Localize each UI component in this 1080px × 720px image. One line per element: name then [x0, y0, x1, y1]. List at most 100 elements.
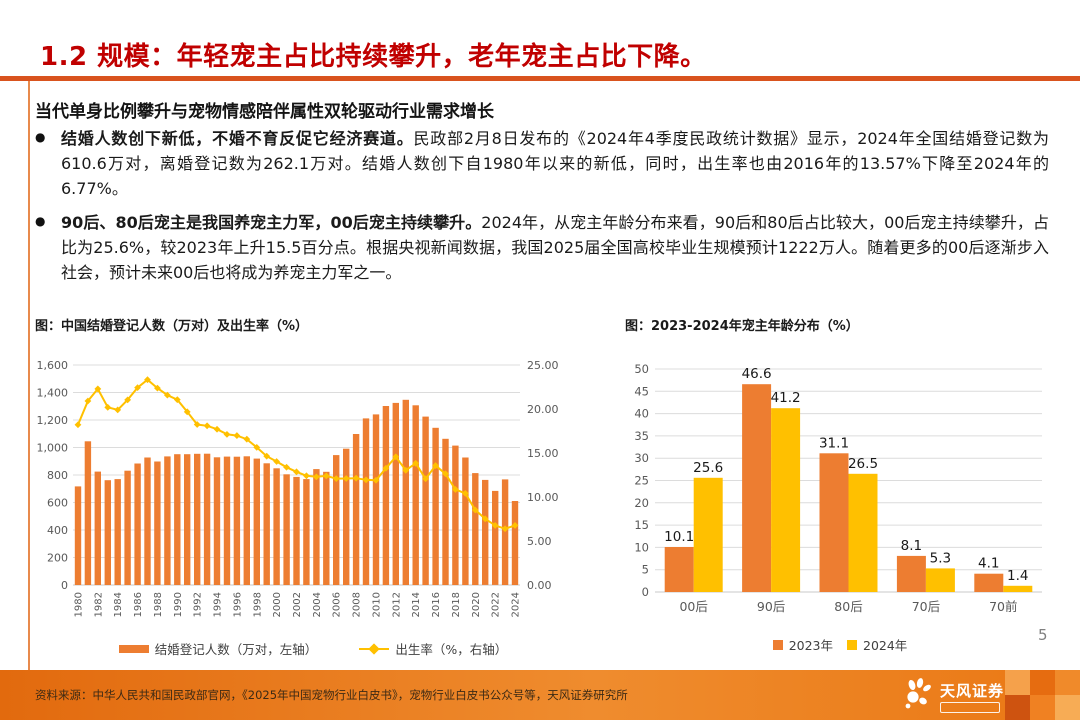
source-text: 资料来源：中华人民共和国民政部官网，《2025年中国宠物行业白皮书》，宠物行业白…: [35, 688, 628, 702]
svg-text:25.00: 25.00: [527, 359, 559, 372]
svg-text:1992: 1992: [193, 592, 204, 617]
svg-text:5.00: 5.00: [527, 535, 552, 548]
svg-text:10.00: 10.00: [527, 491, 559, 504]
bullet-marker-icon: ●: [35, 130, 46, 144]
svg-text:1,000: 1,000: [37, 442, 69, 455]
bullet-text: 90后、80后宠主是我国养宠主力军，00后宠主持续攀升。2024年，从宠主年龄分…: [61, 210, 1049, 285]
footer-mosaic: [1005, 670, 1080, 720]
svg-text:200: 200: [47, 552, 68, 565]
svg-text:2016: 2016: [431, 592, 442, 617]
svg-text:00后: 00后: [679, 599, 707, 614]
y-axis-right-labels: 25.00 20.00 15.00 10.00 5.00 0.00: [527, 359, 559, 592]
svg-text:1986: 1986: [133, 592, 144, 617]
svg-text:1,400: 1,400: [37, 387, 69, 400]
chart-canvas: 5045403530252015105010.125.600后46.641.29…: [634, 362, 1042, 614]
svg-text:80后: 80后: [834, 599, 862, 614]
svg-text:5.3: 5.3: [930, 550, 951, 566]
svg-text:26.5: 26.5: [848, 456, 878, 472]
subheading: 当代单身比例攀升与宠物情感陪伴属性双轮驱动行业需求增长: [35, 102, 494, 122]
svg-text:1980: 1980: [74, 592, 85, 617]
svg-text:25.6: 25.6: [693, 460, 723, 476]
logo-text: 天风证券: [940, 682, 1005, 700]
svg-text:4.1: 4.1: [978, 556, 999, 572]
bullet-lead: 结婚人数创下新低，不婚不育反促它经济赛道。: [61, 129, 414, 148]
svg-text:2000: 2000: [272, 592, 283, 617]
bar-swatch-icon: [118, 644, 149, 653]
legend-label: 结婚登记人数（万对，左轴）: [154, 642, 318, 657]
svg-text:10.1: 10.1: [664, 529, 694, 545]
svg-text:10: 10: [634, 540, 649, 554]
accent-vline: [28, 81, 30, 670]
legend-item: 出生率（%，右轴）: [359, 639, 507, 658]
svg-text:35: 35: [634, 429, 649, 443]
mosaic-square: [1005, 670, 1030, 695]
tianfeng-logo: 天风证券: [903, 677, 1004, 713]
svg-text:1,200: 1,200: [37, 414, 69, 427]
chart-title: 图：2023-2024年宠主年龄分布（%）: [625, 319, 859, 334]
svg-text:1998: 1998: [252, 592, 263, 617]
bullet-lead: 90后、80后宠主是我国养宠主力军，00后宠主持续攀升。: [61, 213, 482, 232]
svg-text:15: 15: [634, 518, 649, 532]
bullet-marker-icon: ●: [35, 214, 46, 228]
svg-text:70前: 70前: [989, 599, 1017, 614]
legend-item: 2023年: [772, 635, 833, 654]
flower-icon: [905, 678, 931, 709]
bullet-item: ● 90后、80后宠主是我国养宠主力军，00后宠主持续攀升。2024年，从宠主年…: [35, 210, 1049, 285]
svg-text:25: 25: [634, 474, 649, 488]
svg-text:20: 20: [634, 496, 649, 510]
svg-text:41.2: 41.2: [771, 390, 801, 406]
svg-text:0: 0: [642, 585, 649, 599]
svg-text:1994: 1994: [213, 592, 224, 617]
legend-item: 2024年: [847, 635, 907, 654]
bullet-text: 结婚人数创下新低，不婚不育反促它经济赛道。民政部2月8日发布的《2024年4季度…: [61, 126, 1049, 201]
svg-text:1984: 1984: [113, 592, 124, 617]
title-underline: [0, 76, 1080, 81]
svg-text:1988: 1988: [153, 592, 164, 617]
svg-text:2022: 2022: [491, 592, 502, 617]
chart-title: 图：中国结婚登记人数（万对）及出生率（%）: [35, 319, 309, 334]
svg-text:2012: 2012: [391, 592, 402, 617]
svg-text:2018: 2018: [451, 592, 462, 617]
svg-text:0: 0: [61, 579, 68, 592]
mosaic-square: [1030, 695, 1055, 720]
bullet-body: 2024年，从宠主年龄分布来看，90后和80后占比较大，00后宠主持续攀升，占比…: [61, 213, 1049, 282]
svg-text:400: 400: [47, 524, 68, 537]
mosaic-square: [1005, 695, 1030, 720]
svg-text:600: 600: [47, 497, 68, 510]
age-bars: 10.1 25.6 00后 46.6 41.2 90后 31.1 26.5 80后 8.1 5.3 7…: [664, 366, 1033, 614]
svg-text:90后: 90后: [757, 599, 785, 614]
svg-text:2008: 2008: [352, 592, 363, 617]
svg-text:1982: 1982: [93, 592, 104, 617]
bullet-item: ● 结婚人数创下新低，不婚不育反促它经济赛道。民政部2月8日发布的《2024年4…: [35, 126, 1049, 201]
svg-text:1.4: 1.4: [1007, 568, 1028, 584]
bullet-body: 民政部2月8日发布的《2024年4季度民政统计数据》显示，2024年全国结婚登记…: [61, 129, 1049, 198]
x-axis-labels: 1980 1982 1984 1986 1988 1990 1992 1994 1996 1998…: [74, 592, 522, 617]
mosaic-square: [1055, 695, 1080, 720]
svg-text:15.00: 15.00: [527, 447, 559, 460]
svg-text:2002: 2002: [292, 592, 303, 617]
mosaic-square: [1055, 670, 1080, 695]
svg-text:800: 800: [47, 469, 68, 482]
svg-text:40: 40: [634, 407, 649, 421]
square-swatch-icon: [847, 639, 857, 650]
svg-text:0.00: 0.00: [527, 579, 552, 592]
page-number: 5: [1038, 626, 1048, 644]
svg-text:2010: 2010: [372, 592, 383, 617]
svg-text:2004: 2004: [312, 592, 323, 617]
svg-text:70后: 70后: [912, 599, 940, 614]
svg-text:2020: 2020: [471, 592, 482, 617]
legend-label: 出生率（%，右轴）: [395, 642, 508, 657]
svg-text:5: 5: [642, 563, 649, 577]
svg-text:20.00: 20.00: [527, 403, 559, 416]
chart-legend: 2023年 2024年: [625, 635, 1055, 654]
svg-text:1996: 1996: [232, 592, 243, 617]
svg-text:31.1: 31.1: [819, 435, 849, 451]
svg-text:2006: 2006: [332, 592, 343, 617]
logo-text-block: 天风证券: [940, 677, 1004, 713]
footer: 资料来源：中华人民共和国民政部官网，《2025年中国宠物行业白皮书》，宠物行业白…: [0, 670, 1080, 720]
chart-legend: 结婚登记人数（万对，左轴） 出生率（%，右轴）: [35, 639, 591, 658]
logo-slogan-box: [940, 702, 1000, 713]
slide-title: 1.2 规模：年轻宠主占比持续攀升，老年宠主占比下降。: [40, 42, 707, 72]
legend-item: 结婚登记人数（万对，左轴）: [118, 639, 318, 658]
